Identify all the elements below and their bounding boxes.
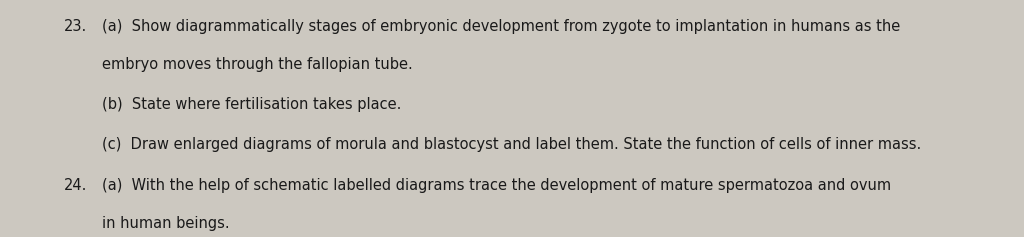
Text: (a)  With the help of schematic labelled diagrams trace the development of matur: (a) With the help of schematic labelled … (102, 178, 892, 193)
Text: embryo moves through the fallopian tube.: embryo moves through the fallopian tube. (102, 57, 413, 72)
Text: 24.: 24. (63, 178, 87, 193)
Text: (a)  Show diagrammatically stages of embryonic development from zygote to implan: (a) Show diagrammatically stages of embr… (102, 19, 901, 34)
Text: (c)  Draw enlarged diagrams of morula and blastocyst and label them. State the f: (c) Draw enlarged diagrams of morula and… (102, 137, 922, 152)
Text: 23.: 23. (63, 19, 87, 34)
Text: in human beings.: in human beings. (102, 216, 230, 231)
Text: (b)  State where fertilisation takes place.: (b) State where fertilisation takes plac… (102, 97, 401, 112)
